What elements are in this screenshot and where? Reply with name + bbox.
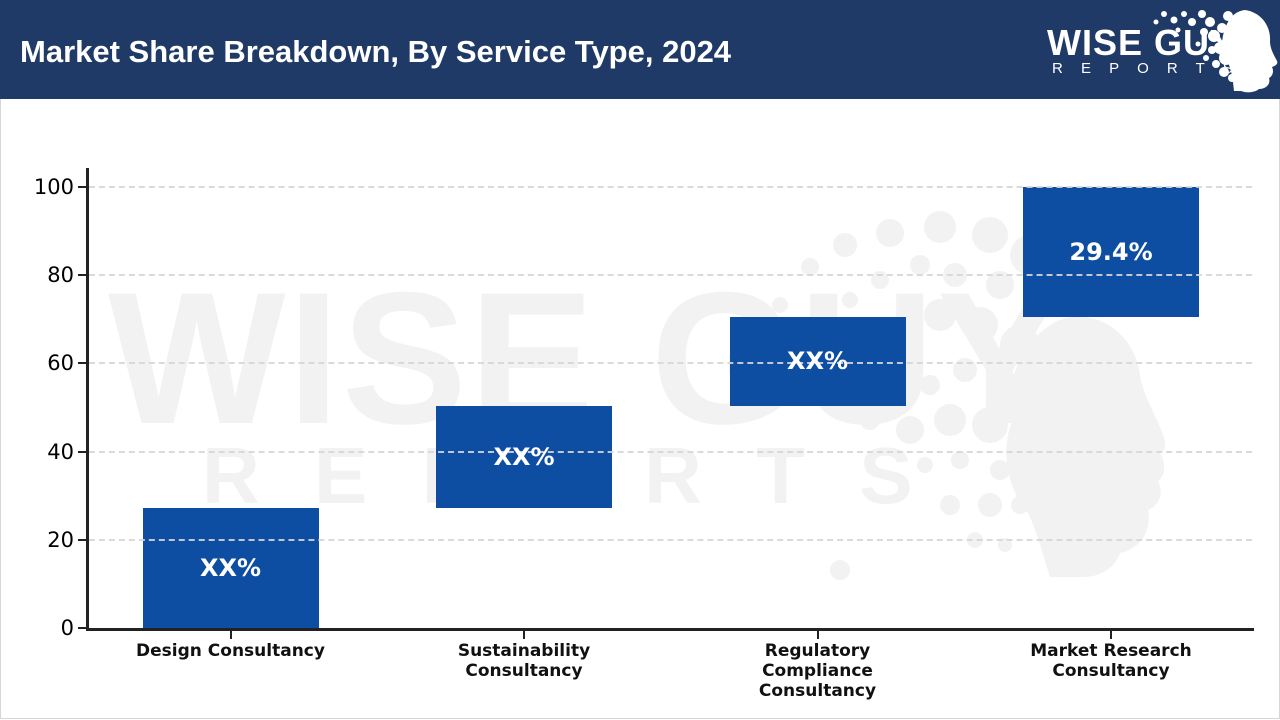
y-tick-mark [78,538,86,541]
x-category-label: Regulatory Compliance Consultancy [758,641,877,701]
x-category-label: Sustainability Consultancy [457,641,591,681]
page-title: Market Share Breakdown, By Service Type,… [20,34,732,69]
bar-segment [436,406,612,509]
y-tick-label: 40 [47,439,74,464]
y-tick-mark [78,450,86,453]
x-axis-line [86,628,1254,631]
gridline [89,186,1252,188]
y-tick-label: 80 [47,263,74,288]
y-tick-mark [78,274,86,277]
y-tick-mark [78,627,86,629]
y-tick-label: 100 [33,175,74,199]
x-tick-mark [523,631,525,639]
wise-guy-reports-logo: WISE GUY R E P O R T S [1040,0,1280,99]
bar-segment [142,508,319,628]
bar-segment [729,316,906,407]
header-bar: Market Share Breakdown, By Service Type,… [0,0,1280,99]
bar-value-label: XX% [199,554,262,583]
y-tick-mark [78,362,86,365]
bar-value-label: XX% [493,443,555,472]
y-tick-mark [78,186,86,188]
x-category-label: Design Consultancy [136,641,325,661]
gridline [89,538,1252,541]
logo-subtitle: R E P O R T S [1052,60,1240,77]
y-tick-label: 20 [47,527,74,552]
gridline [89,362,1252,365]
y-tick-label: 60 [47,351,74,376]
gridline [89,450,1252,453]
x-tick-mark [229,631,232,639]
x-tick-mark [816,631,819,639]
bar-value-label: XX% [786,347,849,376]
gridline [89,274,1252,277]
y-axis-line [86,168,89,630]
bar-segment [1023,187,1199,317]
x-category-label: Market Research Consultancy [1030,641,1192,681]
logo-head-icon [1153,10,1278,93]
y-tick-label: 0 [60,616,74,640]
x-tick-mark [1110,631,1112,639]
bar-value-label: 29.4% [1069,237,1153,266]
